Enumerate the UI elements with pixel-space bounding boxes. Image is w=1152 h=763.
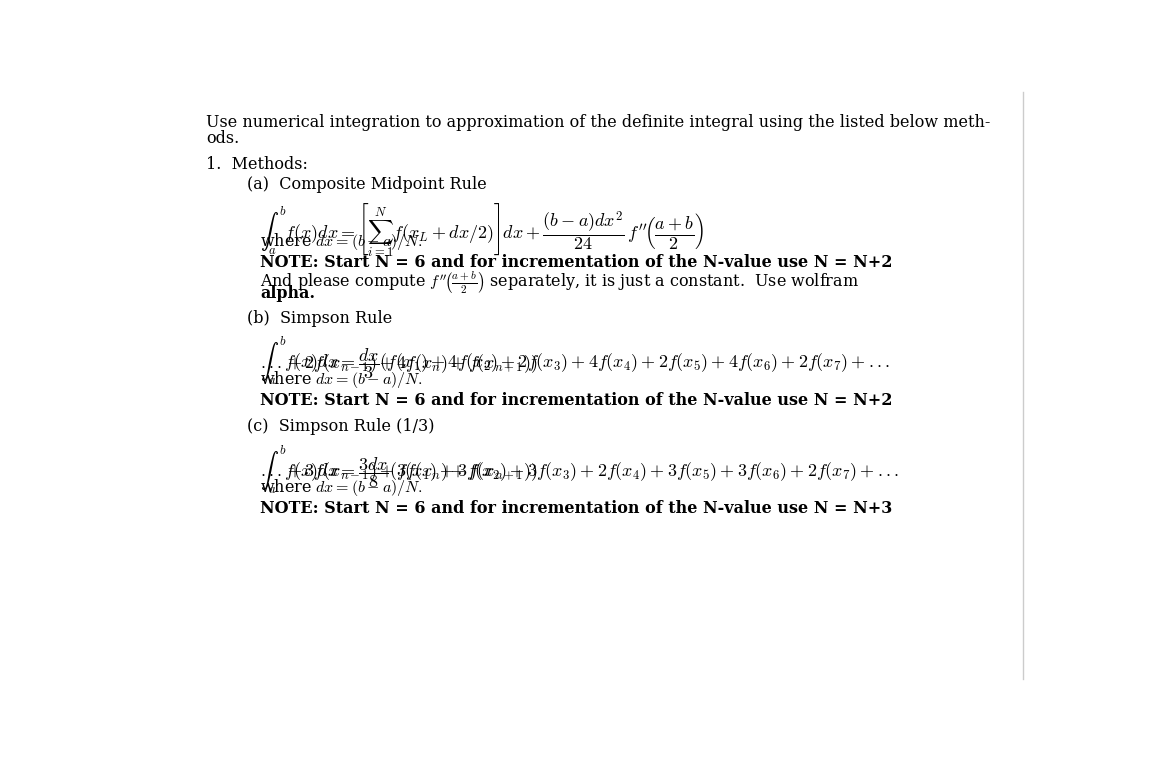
Text: $\int_a^b f(x)dx = \dfrac{3dx}{8}(f(x_1) + 3f(x_2) + 3f(x_3) + 2f(x_4) + 3f(x_5): $\int_a^b f(x)dx = \dfrac{3dx}{8}(f(x_1)… [260, 443, 899, 496]
Text: NOTE: Start N = 6 and for incrementation of the N-value use N = N+3: NOTE: Start N = 6 and for incrementation… [260, 500, 893, 517]
Text: alpha.: alpha. [260, 285, 314, 302]
Text: $... + 3f(x_{n-1}) + 3f(x_n) + f(x_{n+1}))$: $... + 3f(x_{n-1}) + 3f(x_n) + f(x_{n+1}… [260, 461, 538, 483]
Text: NOTE: Start N = 6 and for incrementation of the N-value use N = N+2: NOTE: Start N = 6 and for incrementation… [260, 391, 893, 409]
Text: ods.: ods. [206, 130, 240, 146]
Text: (b)  Simpson Rule: (b) Simpson Rule [247, 310, 392, 327]
Text: (c)  Simpson Rule (1/3): (c) Simpson Rule (1/3) [247, 418, 434, 435]
Text: Use numerical integration to approximation of the definite integral using the li: Use numerical integration to approximati… [206, 114, 991, 131]
Text: And please compute $f''\!\left(\frac{a+b}{2}\right)$ separately, it is just a co: And please compute $f''\!\left(\frac{a+b… [260, 269, 859, 296]
Text: where $dx = (b-a)/N.$: where $dx = (b-a)/N.$ [260, 477, 423, 498]
Text: NOTE: Start N = 6 and for incrementation of the N-value use N = N+2: NOTE: Start N = 6 and for incrementation… [260, 254, 893, 271]
Text: where $dx = (b-a)/N.$: where $dx = (b-a)/N.$ [260, 369, 423, 390]
Text: $\int_a^b f(x)dx = \left[\sum_{i=1}^{N} f(x_L + dx/2)\right] dx + \dfrac{(b-a)dx: $\int_a^b f(x)dx = \left[\sum_{i=1}^{N} … [260, 202, 704, 259]
Text: (a)  Composite Midpoint Rule: (a) Composite Midpoint Rule [247, 175, 486, 192]
Text: 1.  Methods:: 1. Methods: [206, 156, 309, 173]
Text: where $dx = (b-a)/N.$: where $dx = (b-a)/N.$ [260, 230, 423, 252]
Text: $... + 2f(x_{n-1}) + 4f(x_n) + f(x_{n+1}))$: $... + 2f(x_{n-1}) + 4f(x_n) + f(x_{n+1}… [260, 353, 538, 375]
Text: $\int_a^b f(x)dx = \dfrac{dx}{3}(f(x_1) + 4f(x_2) + 2f(x_3) + 4f(x_4) + 2f(x_5) : $\int_a^b f(x)dx = \dfrac{dx}{3}(f(x_1) … [260, 336, 890, 388]
